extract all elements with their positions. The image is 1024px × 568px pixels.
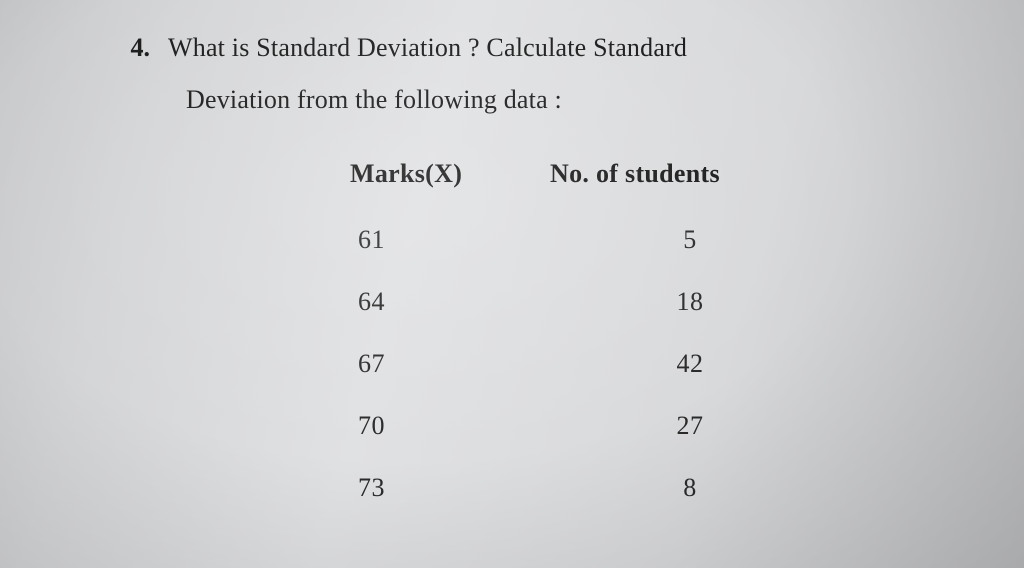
table-header-row: Marks(X) No. of students [350,151,790,209]
cell-students: 18 [550,271,790,333]
data-table: Marks(X) No. of students 61 5 64 18 67 4… [120,151,904,519]
cell-marks: 70 [350,395,550,457]
cell-marks: 61 [350,209,550,271]
cell-marks: 67 [350,333,550,395]
table-row: 61 5 [350,209,790,271]
question-number: 4. [120,33,168,63]
table-row: 73 8 [350,457,790,519]
cell-students: 5 [550,209,790,271]
table-row: 70 27 [350,395,790,457]
table-row: 67 42 [350,333,790,395]
header-students: No. of students [550,151,790,209]
cell-marks: 73 [350,457,550,519]
header-marks: Marks(X) [350,151,550,209]
cell-students: 27 [550,395,790,457]
cell-marks: 64 [350,271,550,333]
question-text-line2: Deviation from the following data : [120,80,904,120]
table-row: 64 18 [350,271,790,333]
table: Marks(X) No. of students 61 5 64 18 67 4… [350,151,790,519]
question-line-1: 4. What is Standard Deviation ? Calculat… [120,28,904,68]
cell-students: 42 [550,333,790,395]
question-text-line1: What is Standard Deviation ? Calculate S… [168,28,687,68]
cell-students: 8 [550,457,790,519]
page-content: 4. What is Standard Deviation ? Calculat… [0,0,1024,519]
